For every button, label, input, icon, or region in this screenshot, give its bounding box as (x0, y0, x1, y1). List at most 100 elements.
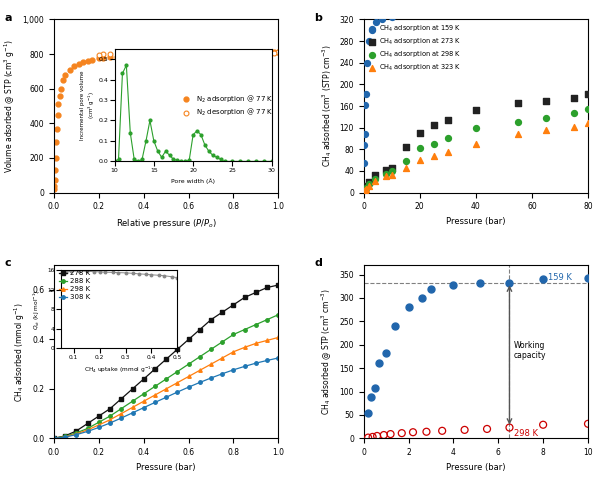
N$_2$ adsorption @ 77 K (241, 50, 248, 56)
N$_2$ adsorption @ 77 K (196, 51, 203, 56)
Point (482, 425, 492, 433)
Point (372, 432, 382, 440)
CH$_4$ adsorption at 323 K (541, 127, 551, 134)
298 K (151, 392, 158, 398)
Text: b: b (314, 13, 322, 22)
N$_2$ adsorption @ 77 K (118, 54, 125, 59)
Line: 308 K: 308 K (52, 356, 280, 440)
308 K (230, 367, 237, 373)
N$_2$ adsorption @ 77 K (52, 167, 59, 173)
298 K (218, 355, 226, 361)
Point (367, 393, 376, 401)
Text: Working
capacity: Working capacity (514, 341, 547, 360)
N$_2$ desorption @ 77 K (106, 51, 113, 57)
N$_2$ adsorption @ 77 K (174, 51, 181, 57)
CH$_4$ adsorption at 323 K (569, 123, 579, 131)
N$_2$ desorption @ 77 K (140, 51, 148, 57)
N$_2$ desorption @ 77 K (241, 50, 248, 56)
288 K (241, 327, 248, 333)
308 K (253, 360, 260, 366)
278 K (62, 433, 69, 439)
Point (386, 430, 395, 438)
CH$_4$ adsorption at 273 K (360, 185, 370, 193)
N$_2$ adsorption @ 77 K (124, 53, 131, 59)
N$_2$ adsorption @ 77 K (158, 52, 165, 57)
N$_2$ adsorption @ 77 K (163, 52, 170, 57)
CH$_4$ adsorption at 298 K (513, 118, 523, 126)
308 K (118, 415, 125, 421)
N$_2$ adsorption @ 77 K (57, 86, 64, 92)
298 K (50, 435, 58, 441)
288 K (95, 419, 103, 425)
N$_2$ desorption @ 77 K (185, 51, 192, 56)
288 K (140, 391, 148, 397)
CH$_4$ adsorption at 298 K (370, 175, 380, 183)
288 K (174, 369, 181, 375)
Y-axis label: CH$_4$ adsorbed (cm$^3$ (STP) cm$^{-3}$): CH$_4$ adsorbed (cm$^3$ (STP) cm$^{-3}$) (320, 45, 334, 168)
308 K (129, 410, 136, 416)
Legend: N$_2$ adsorption @ 77 K, N$_2$ desorption @ 77 K: N$_2$ adsorption @ 77 K, N$_2$ desorptio… (181, 93, 275, 120)
N$_2$ adsorption @ 77 K (59, 77, 67, 83)
288 K (253, 321, 260, 327)
288 K (163, 376, 170, 382)
288 K (208, 346, 215, 352)
CH$_4$ adsorption at 273 K (370, 171, 380, 179)
CH$_4$ adsorption at 159 K (359, 159, 369, 167)
N$_2$ adsorption @ 77 K (208, 51, 215, 56)
Point (408, 429, 418, 436)
N$_2$ adsorption @ 77 K (71, 63, 78, 69)
CH$_4$ adsorption at 273 K (471, 107, 481, 114)
CH$_4$ adsorption at 323 K (583, 119, 593, 127)
298 K (208, 361, 215, 367)
N$_2$ adsorption @ 77 K (263, 50, 271, 56)
N$_2$ desorption @ 77 K (218, 50, 226, 56)
CH$_4$ adsorption at 273 K (381, 166, 391, 174)
298 K (118, 411, 125, 416)
CH$_4$ adsorption at 159 K (377, 16, 386, 23)
N$_2$ adsorption @ 77 K (106, 54, 113, 60)
CH$_4$ adsorption at 273 K (401, 143, 410, 150)
CH$_4$ adsorption at 298 K (381, 170, 391, 178)
Point (374, 359, 384, 367)
N$_2$ adsorption @ 77 K (75, 61, 82, 67)
CH$_4$ adsorption at 159 K (364, 37, 374, 45)
CH$_4$ adsorption at 323 K (370, 177, 380, 185)
CH$_4$ adsorption at 298 K (415, 144, 425, 151)
N$_2$ adsorption @ 77 K (62, 72, 69, 78)
N$_2$ adsorption @ 77 K (230, 50, 237, 56)
288 K (263, 317, 271, 322)
N$_2$ adsorption @ 77 K (56, 93, 63, 98)
CH$_4$ adsorption at 323 K (443, 148, 452, 156)
Point (538, 275, 548, 283)
CH$_4$ adsorption at 298 K (583, 105, 593, 112)
CH$_4$ adsorption at 323 K (429, 152, 439, 160)
Text: 159 K: 159 K (548, 273, 571, 282)
Line: N$_2$ desorption @ 77 K: N$_2$ desorption @ 77 K (97, 50, 281, 57)
CH$_4$ adsorption at 273 K (583, 90, 593, 98)
Line: N$_2$ adsorption @ 77 K: N$_2$ adsorption @ 77 K (52, 50, 281, 191)
278 K (163, 356, 170, 362)
X-axis label: Pressure (bar): Pressure (bar) (446, 463, 506, 471)
CH$_4$ adsorption at 323 K (387, 171, 397, 179)
288 K (73, 430, 80, 436)
Point (364, 434, 373, 442)
N$_2$ adsorption @ 77 K (100, 55, 107, 61)
N$_2$ adsorption @ 77 K (218, 51, 226, 56)
Point (381, 349, 391, 356)
CH$_4$ adsorption at 323 K (359, 187, 369, 195)
298 K (129, 405, 136, 411)
N$_2$ adsorption @ 77 K (54, 112, 61, 117)
308 K (263, 357, 271, 363)
N$_2$ adsorption @ 77 K (95, 56, 103, 61)
Legend: CH$_4$ adsorption at 159 K, CH$_4$ adsorption at 273 K, CH$_4$ adsorption at 298: CH$_4$ adsorption at 159 K, CH$_4$ adsor… (367, 23, 463, 75)
Point (390, 322, 400, 330)
CH$_4$ adsorption at 298 K (387, 168, 397, 175)
Point (460, 426, 469, 434)
CH$_4$ adsorption at 159 K (401, 10, 410, 18)
CH$_4$ adsorption at 323 K (360, 187, 370, 194)
N$_2$ desorption @ 77 K (151, 51, 158, 56)
CH$_4$ adsorption at 298 K (471, 124, 481, 131)
308 K (174, 389, 181, 395)
N$_2$ desorption @ 77 K (208, 51, 215, 56)
288 K (185, 361, 192, 367)
